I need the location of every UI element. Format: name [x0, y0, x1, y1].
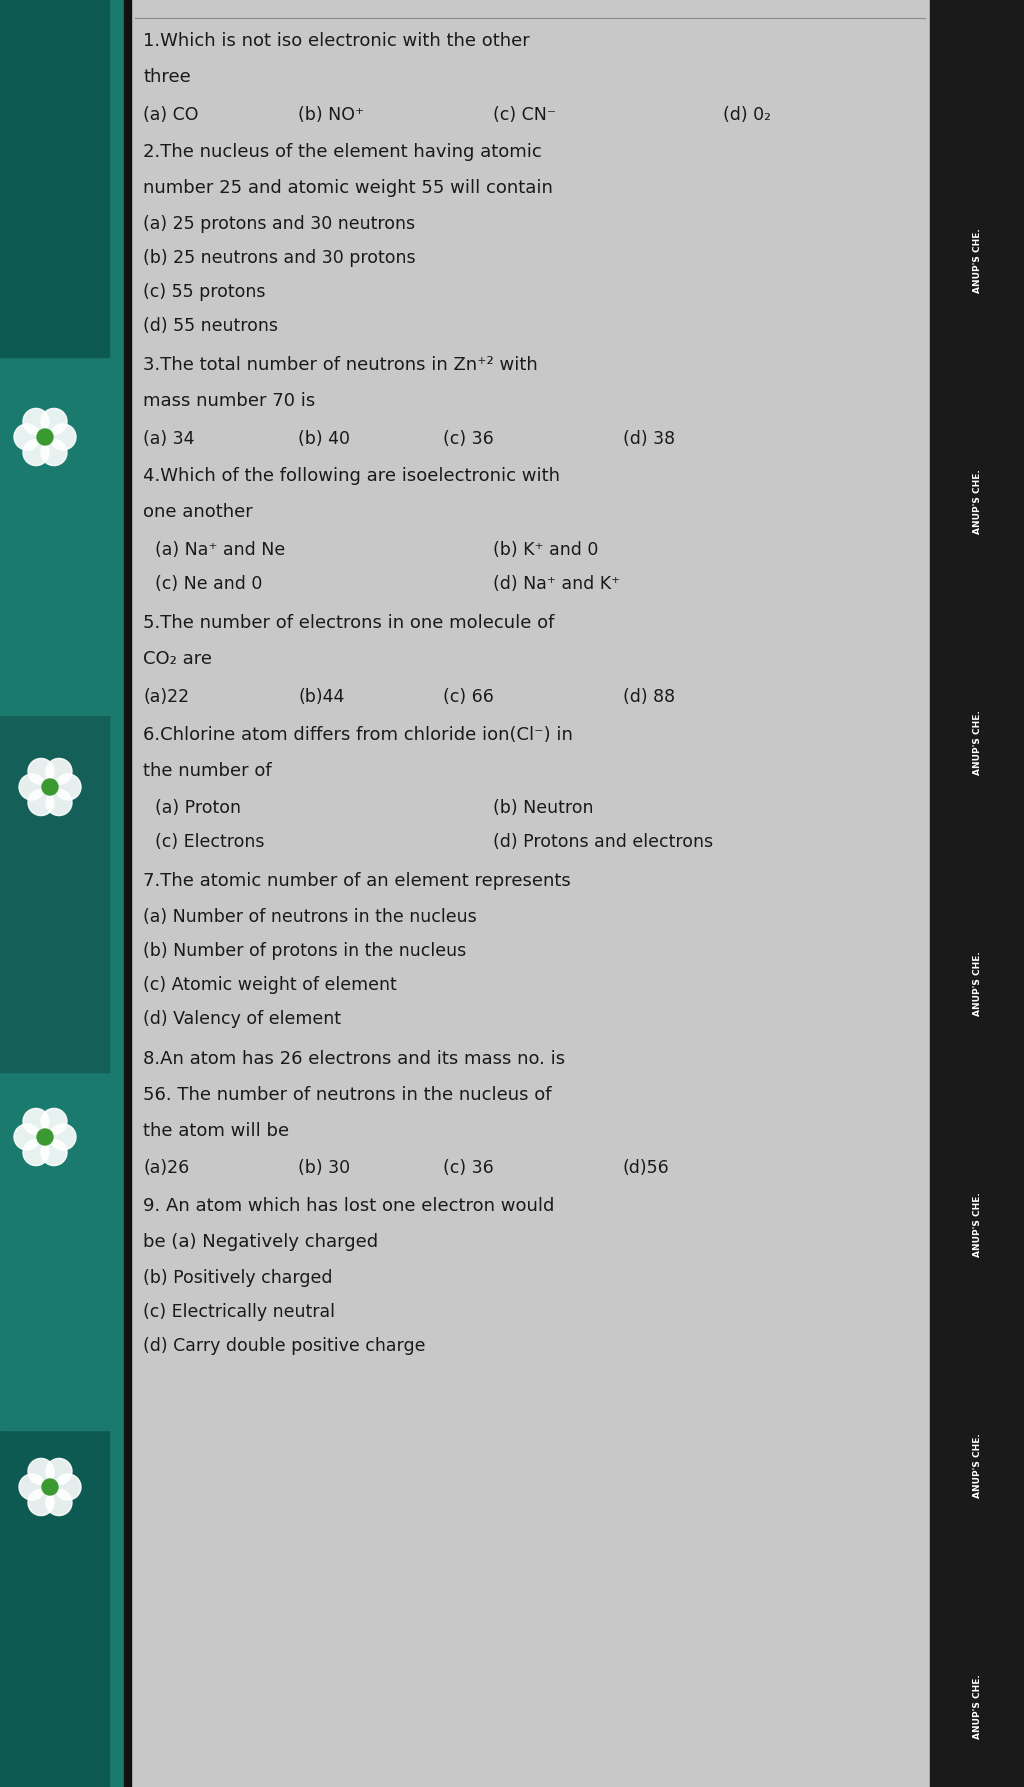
- Text: (b) Positively charged: (b) Positively charged: [143, 1269, 333, 1287]
- Text: one another: one another: [143, 504, 253, 522]
- Bar: [0, 1430, 109, 1787]
- Circle shape: [23, 1108, 49, 1135]
- Circle shape: [46, 1490, 72, 1515]
- Circle shape: [41, 1140, 67, 1165]
- Text: 8.An atom has 26 electrons and its mass no. is: 8.An atom has 26 electrons and its mass …: [143, 1049, 565, 1067]
- Circle shape: [14, 424, 40, 450]
- Text: (b) 40: (b) 40: [298, 431, 350, 449]
- Text: (a) 34: (a) 34: [143, 431, 195, 449]
- Circle shape: [19, 774, 45, 801]
- Text: 56. The number of neutrons in the nucleus of: 56. The number of neutrons in the nucleu…: [143, 1085, 552, 1104]
- Text: (b) K⁺ and 0: (b) K⁺ and 0: [493, 541, 598, 559]
- Bar: [0, 1072, 109, 1430]
- Text: (d) 55 neutrons: (d) 55 neutrons: [143, 318, 278, 336]
- Text: ANUP'S CHE.: ANUP'S CHE.: [973, 711, 981, 776]
- Text: (b) Neutron: (b) Neutron: [493, 799, 594, 817]
- Circle shape: [41, 1108, 67, 1135]
- Bar: [0, 357, 109, 715]
- Text: 7.The atomic number of an element represents: 7.The atomic number of an element repres…: [143, 872, 570, 890]
- Text: (a) CO: (a) CO: [143, 105, 199, 123]
- Circle shape: [50, 1124, 76, 1151]
- Bar: [0, 0, 109, 357]
- Text: ANUP'S CHE.: ANUP'S CHE.: [973, 952, 981, 1017]
- Bar: [0, 0, 128, 1787]
- Circle shape: [28, 758, 54, 784]
- Circle shape: [23, 1140, 49, 1165]
- Text: (a) Number of neutrons in the nucleus: (a) Number of neutrons in the nucleus: [143, 908, 477, 926]
- Text: the atom will be: the atom will be: [143, 1122, 289, 1140]
- Circle shape: [28, 1490, 54, 1515]
- Text: three: three: [143, 68, 190, 86]
- Text: CO₂ are: CO₂ are: [143, 650, 212, 668]
- Text: 1.Which is not iso electronic with the other: 1.Which is not iso electronic with the o…: [143, 32, 529, 50]
- Text: (d) Protons and electrons: (d) Protons and electrons: [493, 833, 713, 851]
- Circle shape: [28, 1458, 54, 1485]
- Text: (c) Ne and 0: (c) Ne and 0: [155, 575, 262, 593]
- Text: (c) 36: (c) 36: [443, 431, 494, 449]
- Text: 6.Chlorine atom differs from chloride ion(Cl⁻) in: 6.Chlorine atom differs from chloride io…: [143, 726, 572, 743]
- Circle shape: [41, 409, 67, 434]
- Text: (d) Carry double positive charge: (d) Carry double positive charge: [143, 1337, 426, 1355]
- Text: ANUP'S CHE.: ANUP'S CHE.: [973, 1674, 981, 1739]
- Text: (c) 36: (c) 36: [443, 1160, 494, 1178]
- Text: (c) CN⁻: (c) CN⁻: [493, 105, 556, 123]
- Text: (a)22: (a)22: [143, 688, 189, 706]
- Circle shape: [55, 774, 81, 801]
- Circle shape: [19, 1474, 45, 1499]
- Text: (c) 55 protons: (c) 55 protons: [143, 282, 265, 302]
- Circle shape: [55, 1474, 81, 1499]
- Text: ANUP'S CHE.: ANUP'S CHE.: [973, 1192, 981, 1258]
- Text: the number of: the number of: [143, 761, 271, 779]
- Circle shape: [37, 429, 53, 445]
- Text: (a) Na⁺ and Ne: (a) Na⁺ and Ne: [155, 541, 286, 559]
- Text: (b) 25 neutrons and 30 protons: (b) 25 neutrons and 30 protons: [143, 248, 416, 268]
- Text: (c) Atomic weight of element: (c) Atomic weight of element: [143, 976, 396, 995]
- Circle shape: [42, 1480, 58, 1496]
- Circle shape: [42, 779, 58, 795]
- Bar: [124, 0, 131, 1787]
- Text: ANUP'S CHE.: ANUP'S CHE.: [973, 470, 981, 534]
- Circle shape: [50, 424, 76, 450]
- Circle shape: [46, 758, 72, 784]
- Text: (b) Number of protons in the nucleus: (b) Number of protons in the nucleus: [143, 942, 466, 960]
- Text: (b) NO⁺: (b) NO⁺: [298, 105, 365, 123]
- Text: 4.Which of the following are isoelectronic with: 4.Which of the following are isoelectron…: [143, 468, 560, 486]
- Bar: [0, 715, 109, 1072]
- Text: (a) 25 protons and 30 neutrons: (a) 25 protons and 30 neutrons: [143, 214, 415, 232]
- Circle shape: [23, 440, 49, 466]
- Text: (a)26: (a)26: [143, 1160, 189, 1178]
- Text: (d) 38: (d) 38: [623, 431, 675, 449]
- Text: 5.The number of electrons in one molecule of: 5.The number of electrons in one molecul…: [143, 615, 554, 633]
- Text: 2.The nucleus of the element having atomic: 2.The nucleus of the element having atom…: [143, 143, 542, 161]
- Circle shape: [23, 409, 49, 434]
- Text: (c) Electrically neutral: (c) Electrically neutral: [143, 1303, 335, 1321]
- Circle shape: [14, 1124, 40, 1151]
- Circle shape: [28, 790, 54, 815]
- Text: (d) 88: (d) 88: [623, 688, 675, 706]
- Circle shape: [37, 1129, 53, 1145]
- Text: ANUP'S CHE.: ANUP'S CHE.: [973, 1433, 981, 1498]
- Text: mass number 70 is: mass number 70 is: [143, 393, 315, 411]
- Circle shape: [46, 1458, 72, 1485]
- Text: 3.The total number of neutrons in Zn⁺² with: 3.The total number of neutrons in Zn⁺² w…: [143, 356, 538, 373]
- Text: (d) Valency of element: (d) Valency of element: [143, 1010, 341, 1029]
- Text: (d) Na⁺ and K⁺: (d) Na⁺ and K⁺: [493, 575, 621, 593]
- Text: (b)44: (b)44: [298, 688, 344, 706]
- Text: (c) 66: (c) 66: [443, 688, 494, 706]
- Text: (c) Electrons: (c) Electrons: [155, 833, 264, 851]
- Text: (d)56: (d)56: [623, 1160, 670, 1178]
- Text: (a) Proton: (a) Proton: [155, 799, 241, 817]
- Text: be (a) Negatively charged: be (a) Negatively charged: [143, 1233, 378, 1251]
- Text: number 25 and atomic weight 55 will contain: number 25 and atomic weight 55 will cont…: [143, 179, 553, 197]
- Text: (d) 0₂: (d) 0₂: [723, 105, 771, 123]
- Text: 9. An atom which has lost one electron would: 9. An atom which has lost one electron w…: [143, 1197, 554, 1215]
- Bar: [930, 0, 1024, 1787]
- Text: ANUP'S CHE.: ANUP'S CHE.: [973, 229, 981, 293]
- Text: (b) 30: (b) 30: [298, 1160, 350, 1178]
- Circle shape: [41, 440, 67, 466]
- Circle shape: [46, 790, 72, 815]
